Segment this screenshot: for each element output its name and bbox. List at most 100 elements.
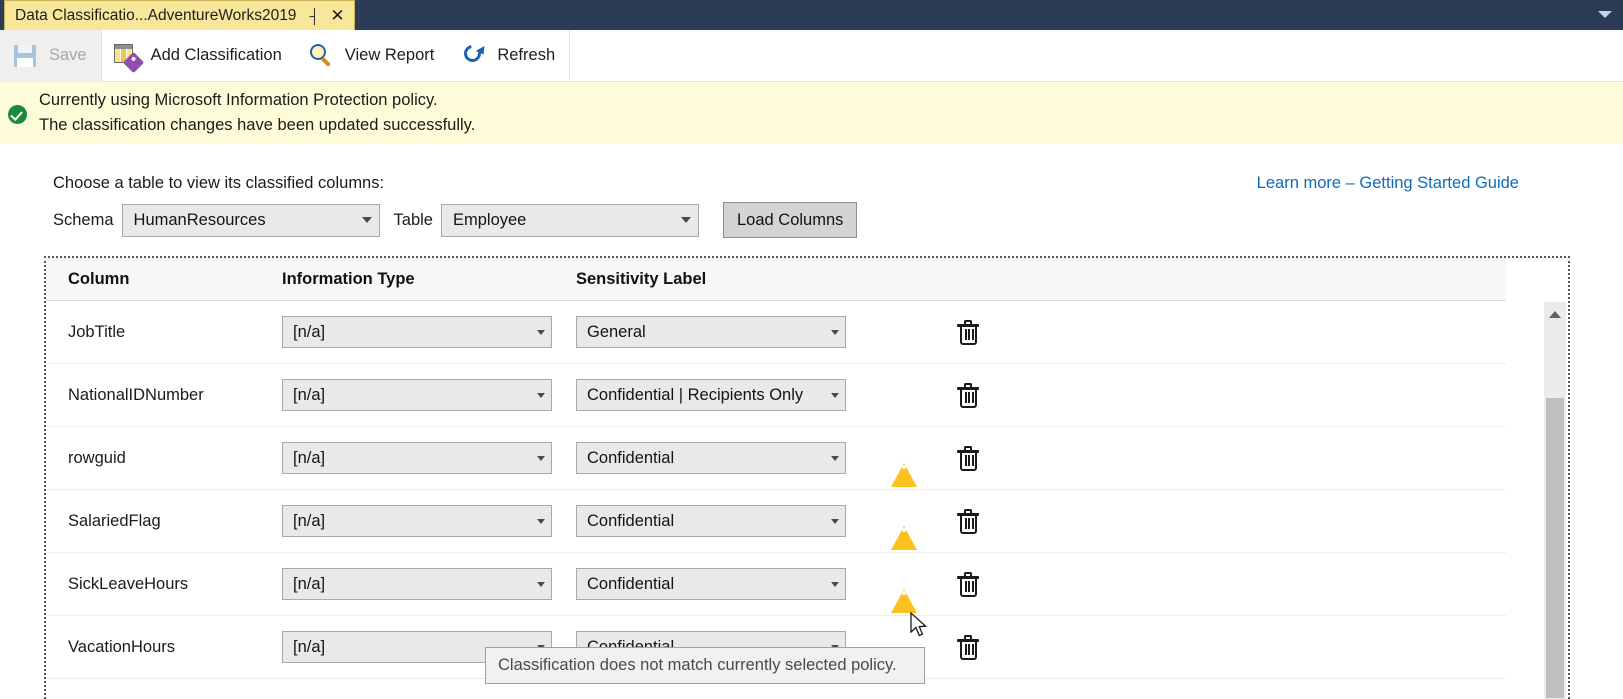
trash-icon[interactable] (957, 635, 979, 660)
trash-icon[interactable] (957, 509, 979, 534)
chevron-down-icon (831, 392, 839, 398)
table-row: SickLeaveHours [n/a] Confidential (46, 553, 1506, 616)
table-row: NationalIDNumber [n/a] Confidential | Reci… (46, 364, 1506, 427)
warning-triangle-icon[interactable] (890, 571, 918, 613)
table-row: SalariedFlag [n/a] Confidential (46, 490, 1506, 553)
trash-icon[interactable] (957, 572, 979, 597)
refresh-button[interactable]: Refresh (448, 30, 569, 82)
row-warning-cell (870, 571, 938, 613)
main-content: Choose a table to view its classified co… (0, 144, 1623, 699)
refresh-label: Refresh (497, 46, 556, 64)
trash-icon[interactable] (957, 320, 979, 345)
information-type-value: [n/a] (293, 322, 326, 341)
chevron-down-icon (831, 518, 839, 524)
save-button-label: Save (49, 46, 87, 64)
grid-header-sensitivity-label: Sensitivity Label (576, 269, 707, 288)
table-select[interactable]: Employee (440, 203, 699, 237)
status-banner-text: Currently using Microsoft Information Pr… (39, 88, 475, 138)
row-sensitivity-label-cell: General (576, 316, 870, 348)
table-row: rowguid [n/a] Confidential (46, 427, 1506, 490)
information-type-select[interactable]: [n/a] (282, 505, 552, 537)
chevron-down-icon (537, 392, 545, 398)
chevron-down-icon (831, 329, 839, 335)
information-type-value: [n/a] (293, 574, 326, 593)
table-select-value: Employee (452, 210, 527, 229)
trash-icon[interactable] (957, 383, 979, 408)
grid-header-information-type: Information Type (282, 269, 415, 288)
learn-more-link[interactable]: Learn more – Getting Started Guide (1256, 174, 1519, 192)
grid-header-column: Column (68, 269, 130, 288)
information-type-value: [n/a] (293, 385, 326, 404)
warning-tooltip-text: Classification does not match currently … (498, 656, 897, 674)
warning-triangle-icon[interactable] (890, 445, 918, 487)
tab-title: Data Classificatio...AdventureWorks2019 (15, 6, 297, 24)
chevron-down-icon (537, 518, 545, 524)
chevron-down-icon (361, 217, 372, 223)
table-selector-row: Schema HumanResources Table Employee Loa… (53, 202, 858, 238)
close-icon[interactable]: ✕ (330, 5, 345, 25)
schema-select-value: HumanResources (133, 210, 266, 229)
status-banner-line-1: Currently using Microsoft Information Pr… (39, 91, 438, 109)
information-type-select[interactable]: [n/a] (282, 568, 552, 600)
row-information-type-cell: [n/a] (282, 568, 576, 600)
save-button[interactable]: Save (0, 29, 101, 82)
sensitivity-label-value: General (587, 322, 646, 341)
load-columns-button[interactable]: Load Columns (722, 202, 858, 238)
row-column-name: SickLeaveHours (68, 574, 189, 593)
row-sensitivity-label-cell: Confidential | Recipients Only (576, 379, 870, 411)
status-banner: Currently using Microsoft Information Pr… (0, 82, 1623, 144)
success-check-icon (8, 104, 27, 124)
row-delete-cell (938, 572, 998, 597)
toolbar-separator (100, 29, 102, 82)
magnifier-icon (306, 41, 336, 71)
sensitivity-label-select[interactable]: Confidential (576, 505, 846, 537)
toolbar-separator-end (569, 29, 571, 82)
view-report-button[interactable]: View Report (296, 30, 449, 82)
scrollbar-thumb[interactable] (1546, 398, 1564, 698)
sensitivity-label-select[interactable]: Confidential (576, 442, 846, 474)
toolbar: Save Add Classification View Report Refr… (0, 29, 1623, 82)
sensitivity-label-select[interactable]: General (576, 316, 846, 348)
trash-icon[interactable] (957, 446, 979, 471)
information-type-select[interactable]: [n/a] (282, 379, 552, 411)
window-title-bar: Data Classificatio...AdventureWorks2019 … (0, 0, 1623, 30)
sensitivity-label-value: Confidential (587, 574, 675, 593)
chevron-down-icon (537, 455, 545, 461)
document-tab[interactable]: Data Classificatio...AdventureWorks2019 … (4, 0, 356, 30)
sensitivity-label-select[interactable]: Confidential | Recipients Only (576, 379, 846, 411)
row-column-name: JobTitle (68, 322, 126, 341)
row-sensitivity-label-cell: Confidential (576, 505, 870, 537)
warning-tooltip: Classification does not match currently … (485, 647, 925, 684)
sensitivity-label-value: Confidential | Recipients Only (587, 385, 804, 404)
grid-vertical-scrollbar[interactable] (1544, 302, 1566, 699)
row-information-type-cell: [n/a] (282, 316, 576, 348)
status-banner-line-2: The classification changes have been upd… (39, 116, 476, 134)
row-delete-cell (938, 635, 998, 660)
schema-select[interactable]: HumanResources (121, 203, 380, 237)
sensitivity-label-value: Confidential (587, 511, 675, 530)
row-column-name: rowguid (68, 448, 126, 467)
row-delete-cell (938, 320, 998, 345)
chevron-down-icon (537, 329, 545, 335)
classification-grid-panel: Column Information Type Sensitivity Labe… (44, 256, 1570, 699)
warning-triangle-icon[interactable] (890, 508, 918, 550)
information-type-value: [n/a] (293, 637, 326, 656)
pin-icon[interactable]: ┤ (309, 7, 320, 24)
information-type-select[interactable]: [n/a] (282, 316, 552, 348)
scroll-up-arrow-icon[interactable] (1549, 311, 1561, 318)
row-information-type-cell: [n/a] (282, 379, 576, 411)
sensitivity-label-select[interactable]: Confidential (576, 568, 846, 600)
grid-header-row: Column Information Type Sensitivity Labe… (46, 258, 1506, 301)
row-sensitivity-label-cell: Confidential (576, 442, 870, 474)
choose-table-label: Choose a table to view its classified co… (53, 174, 385, 192)
information-type-value: [n/a] (293, 448, 326, 467)
information-type-select[interactable]: [n/a] (282, 442, 552, 474)
row-warning-cell (870, 445, 938, 487)
row-delete-cell (938, 509, 998, 534)
chevron-down-icon[interactable] (1598, 11, 1612, 18)
add-classification-button[interactable]: Add Classification (102, 30, 296, 82)
chevron-down-icon (831, 455, 839, 461)
table-label: Table (393, 210, 433, 229)
information-type-value: [n/a] (293, 511, 326, 530)
row-information-type-cell: [n/a] (282, 505, 576, 537)
